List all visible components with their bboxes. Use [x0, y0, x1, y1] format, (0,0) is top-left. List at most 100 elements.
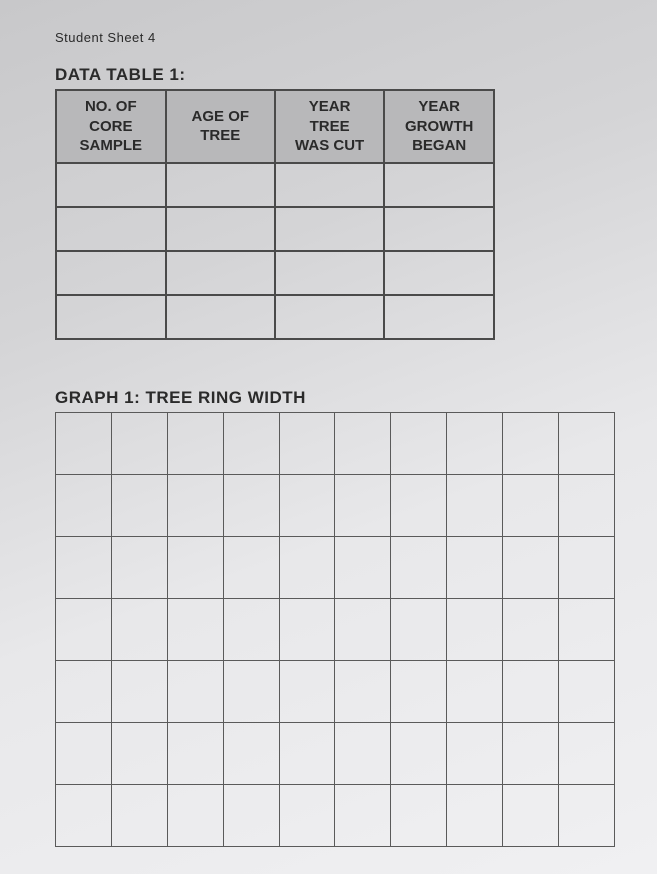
table-header-cell: YEARGROWTHBEGAN — [384, 90, 494, 163]
graph-grid-cell — [335, 722, 391, 784]
graph-grid-cell — [56, 412, 112, 474]
graph-grid — [55, 412, 615, 847]
data-table-title: DATA TABLE 1: — [55, 65, 617, 85]
table-cell — [166, 295, 275, 339]
graph-grid-cell — [559, 474, 615, 536]
graph-grid-cell — [447, 784, 503, 846]
graph-grid-cell — [279, 412, 335, 474]
graph-grid-cell — [391, 536, 447, 598]
graph-grid-cell — [503, 412, 559, 474]
table-cell — [56, 251, 166, 295]
graph-grid-cell — [559, 536, 615, 598]
graph-grid-row — [56, 784, 615, 846]
graph-grid-cell — [503, 598, 559, 660]
table-body — [56, 163, 494, 339]
graph-grid-cell — [279, 598, 335, 660]
graph-grid-cell — [447, 536, 503, 598]
graph-grid-cell — [223, 474, 279, 536]
graph-grid-cell — [111, 474, 167, 536]
table-cell — [166, 163, 275, 207]
graph-grid-cell — [279, 474, 335, 536]
graph-grid-cell — [559, 660, 615, 722]
table-row — [56, 163, 494, 207]
graph-grid-cell — [279, 660, 335, 722]
graph-grid-cell — [559, 784, 615, 846]
graph-grid-cell — [503, 474, 559, 536]
table-cell — [56, 295, 166, 339]
sheet-header: Student Sheet 4 — [55, 30, 617, 45]
graph-grid-cell — [335, 536, 391, 598]
graph-grid-cell — [111, 598, 167, 660]
table-header-cell: YEARTREEWAS CUT — [275, 90, 384, 163]
graph-grid-cell — [503, 784, 559, 846]
graph-grid-cell — [111, 412, 167, 474]
graph-grid-cell — [56, 784, 112, 846]
table-cell — [275, 163, 384, 207]
graph-grid-cell — [167, 722, 223, 784]
graph-grid-row — [56, 598, 615, 660]
graph-grid-cell — [335, 598, 391, 660]
graph-grid-row — [56, 660, 615, 722]
graph-grid-cell — [559, 598, 615, 660]
graph-grid-cell — [391, 598, 447, 660]
graph-grid-cell — [391, 784, 447, 846]
graph-grid-cell — [223, 722, 279, 784]
graph-grid-cell — [223, 784, 279, 846]
graph-grid-cell — [167, 412, 223, 474]
table-cell — [166, 207, 275, 251]
graph-grid-cell — [111, 722, 167, 784]
table-header-cell: NO. OFCORESAMPLE — [56, 90, 166, 163]
data-table-1: NO. OFCORESAMPLE AGE OFTREE YEARTREEWAS … — [55, 89, 495, 340]
graph-grid-cell — [223, 536, 279, 598]
table-header-row: NO. OFCORESAMPLE AGE OFTREE YEARTREEWAS … — [56, 90, 494, 163]
graph-grid-cell — [111, 536, 167, 598]
graph-grid-cell — [447, 412, 503, 474]
table-header-cell: AGE OFTREE — [166, 90, 275, 163]
graph-grid-cell — [335, 784, 391, 846]
graph-grid-row — [56, 412, 615, 474]
graph-grid-cell — [167, 784, 223, 846]
graph-grid-cell — [447, 474, 503, 536]
table-cell — [384, 295, 494, 339]
table-cell — [384, 163, 494, 207]
graph-grid-cell — [167, 660, 223, 722]
graph-grid-cell — [223, 660, 279, 722]
table-row — [56, 295, 494, 339]
graph-grid-cell — [167, 474, 223, 536]
graph-grid-cell — [335, 660, 391, 722]
graph-grid-cell — [167, 536, 223, 598]
graph-grid-cell — [503, 722, 559, 784]
graph-grid-cell — [56, 722, 112, 784]
graph-grid-cell — [391, 474, 447, 536]
table-cell — [275, 207, 384, 251]
graph-grid-row — [56, 474, 615, 536]
graph-grid-cell — [335, 412, 391, 474]
table-cell — [384, 207, 494, 251]
table-row — [56, 207, 494, 251]
graph-grid-cell — [223, 598, 279, 660]
graph-grid-cell — [391, 722, 447, 784]
graph-grid-cell — [335, 474, 391, 536]
graph-grid-cell — [503, 536, 559, 598]
graph-grid-cell — [111, 784, 167, 846]
table-cell — [56, 163, 166, 207]
table-cell — [384, 251, 494, 295]
graph-grid-cell — [447, 660, 503, 722]
graph-grid-cell — [167, 598, 223, 660]
graph-grid-cell — [447, 598, 503, 660]
graph-grid-cell — [56, 474, 112, 536]
table-row — [56, 251, 494, 295]
graph-grid-row — [56, 536, 615, 598]
graph-title: GRAPH 1: TREE RING WIDTH — [55, 388, 617, 408]
graph-grid-cell — [279, 536, 335, 598]
graph-grid-cell — [111, 660, 167, 722]
graph-grid-cell — [279, 784, 335, 846]
graph-grid-cell — [391, 412, 447, 474]
graph-grid-cell — [391, 660, 447, 722]
graph-grid-cell — [447, 722, 503, 784]
graph-grid-cell — [223, 412, 279, 474]
table-cell — [166, 251, 275, 295]
table-cell — [275, 295, 384, 339]
graph-grid-cell — [279, 722, 335, 784]
graph-grid-cell — [503, 660, 559, 722]
